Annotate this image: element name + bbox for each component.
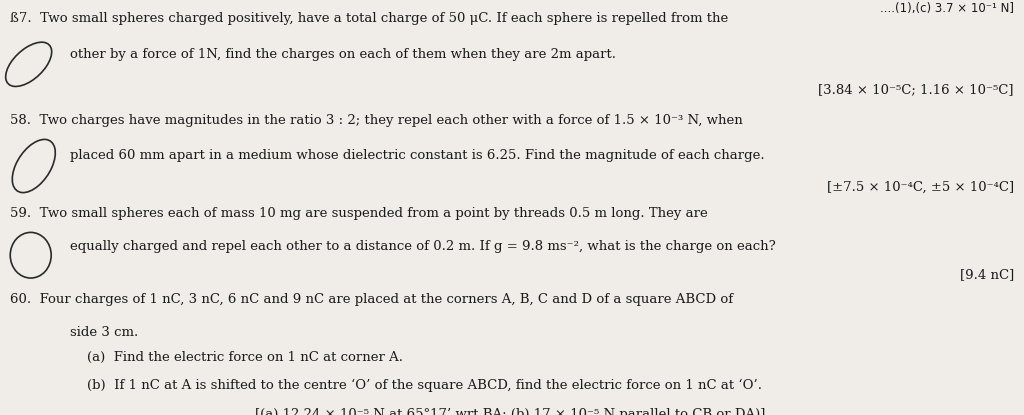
Text: equally charged and repel each other to a distance of 0.2 m. If g = 9.8 ms⁻², wh: equally charged and repel each other to … xyxy=(70,240,775,253)
Text: (b)  If 1 nC at A is shifted to the centre ‘O’ of the square ABCD, find the elec: (b) If 1 nC at A is shifted to the centr… xyxy=(87,378,762,392)
Text: side 3 cm.: side 3 cm. xyxy=(70,326,138,339)
Text: 59.  Two small spheres each of mass 10 mg are suspended from a point by threads : 59. Two small spheres each of mass 10 mg… xyxy=(10,207,708,220)
Text: [±7.5 × 10⁻⁴C, ±5 × 10⁻⁴C]: [±7.5 × 10⁻⁴C, ±5 × 10⁻⁴C] xyxy=(826,181,1014,193)
Text: (a)  Find the electric force on 1 nC at corner A.: (a) Find the electric force on 1 nC at c… xyxy=(87,351,403,364)
Text: 60.  Four charges of 1 nC, 3 nC, 6 nC and 9 nC are placed at the corners A, B, C: 60. Four charges of 1 nC, 3 nC, 6 nC and… xyxy=(10,293,733,305)
Text: [(a) 12.24 × 10⁻⁵ N at 65°17’ wrt BA; (b) 17 × 10⁻⁵ N parallel to CB or DA)].: [(a) 12.24 × 10⁻⁵ N at 65°17’ wrt BA; (b… xyxy=(255,408,769,415)
Text: other by a force of 1N, find the charges on each of them when they are 2m apart.: other by a force of 1N, find the charges… xyxy=(70,48,615,61)
Text: [3.84 × 10⁻⁵C; 1.16 × 10⁻⁵C]: [3.84 × 10⁻⁵C; 1.16 × 10⁻⁵C] xyxy=(818,83,1014,96)
Text: ....(1),(c) 3.7 × 10⁻¹ N]: ....(1),(c) 3.7 × 10⁻¹ N] xyxy=(880,2,1014,15)
Text: placed 60 mm apart in a medium whose dielectric constant is 6.25. Find the magni: placed 60 mm apart in a medium whose die… xyxy=(70,149,764,162)
Text: ß7.  Two small spheres charged positively, have a total charge of 50 μC. If each: ß7. Two small spheres charged positively… xyxy=(10,12,728,25)
Text: 58.  Two charges have magnitudes in the ratio 3 : 2; they repel each other with : 58. Two charges have magnitudes in the r… xyxy=(10,114,743,127)
Text: [9.4 nC]: [9.4 nC] xyxy=(959,268,1014,281)
